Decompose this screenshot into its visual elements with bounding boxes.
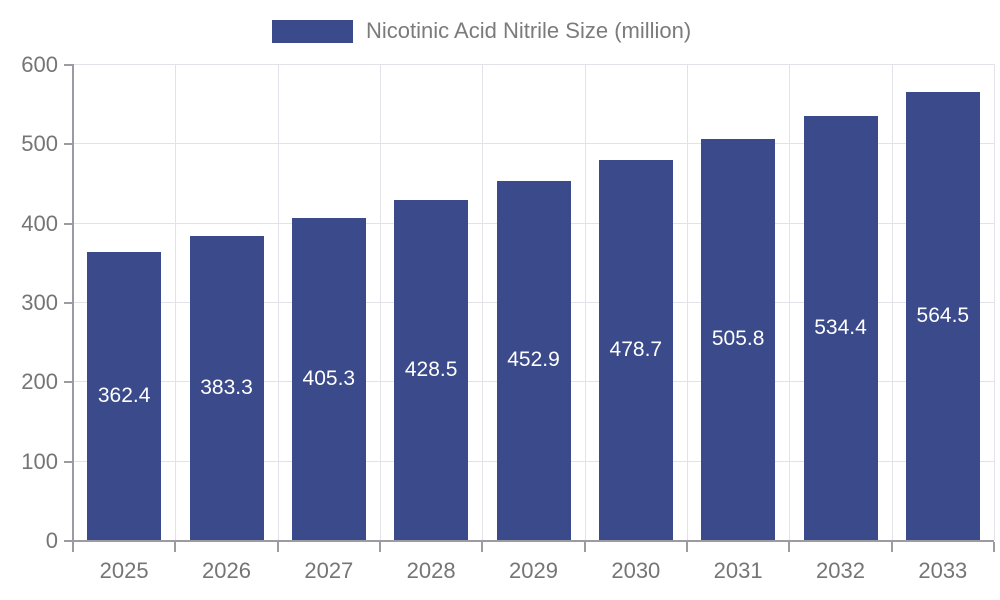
bar-value-label: 534.4: [814, 316, 867, 340]
bar-value-label: 428.5: [404, 358, 458, 382]
legend-swatch: [272, 19, 353, 43]
y-axis-tick: [64, 64, 72, 66]
gridline-vertical: [584, 64, 586, 540]
gridline-horizontal: [73, 64, 994, 65]
bar-value-label: 505.8: [711, 327, 765, 351]
legend-label: Nicotinic Acid Nitrile Size (million): [366, 18, 692, 43]
bar[interactable]: [598, 160, 673, 540]
x-axis-tick: [788, 542, 791, 552]
bar-value-label: 362.4: [97, 384, 151, 408]
y-axis-tick-label: 400: [21, 210, 58, 236]
gridline-vertical: [687, 64, 688, 540]
x-axis-tick-label: 2027: [304, 558, 354, 583]
gridline-vertical: [994, 64, 995, 540]
y-axis-tick-label: 300: [21, 290, 58, 315]
gridline-vertical: [891, 64, 893, 540]
y-axis-tick-label: 600: [21, 52, 58, 77]
bar-value-label: 452.9: [507, 348, 560, 372]
y-axis-tick: [64, 460, 72, 463]
y-axis-tick-label: 200: [21, 369, 58, 395]
x-axis-tick: [72, 542, 74, 552]
y-axis-tick: [64, 540, 72, 542]
x-axis-tick-label: 2028: [406, 558, 456, 583]
x-axis-tick-label: 2031: [713, 558, 763, 583]
x-axis-tick: [481, 542, 484, 552]
bar[interactable]: [291, 218, 366, 540]
bar[interactable]: [803, 116, 878, 540]
gridline-vertical: [175, 64, 177, 540]
x-axis-tick-label: 2033: [918, 558, 968, 583]
bar[interactable]: [394, 200, 469, 540]
gridline-vertical: [789, 64, 791, 540]
bar[interactable]: [87, 252, 162, 540]
y-axis-tick: [64, 143, 72, 146]
x-axis-tick: [686, 542, 688, 552]
bar-value-label: 478.7: [609, 338, 663, 362]
y-axis-tick-label: 0: [45, 528, 58, 553]
y-axis-tick-label: 100: [21, 448, 58, 474]
legend[interactable]: Nicotinic Acid Nitrile Size (million): [272, 18, 691, 44]
bar[interactable]: [701, 138, 776, 540]
x-axis-tick-label: 2026: [202, 558, 251, 583]
x-axis-tick-label: 2030: [611, 558, 661, 583]
y-axis-line: [72, 64, 74, 552]
x-axis-tick: [993, 542, 995, 552]
x-axis-tick-label: 2025: [99, 558, 149, 583]
gridline-vertical: [380, 64, 381, 540]
x-axis-tick: [890, 542, 893, 552]
bar-value-label: 564.5: [916, 304, 970, 328]
x-axis-tick: [276, 542, 279, 552]
x-axis-tick: [583, 542, 586, 552]
y-axis-tick-label: 500: [21, 131, 58, 157]
bar[interactable]: [905, 92, 980, 540]
gridline-horizontal: [73, 143, 994, 145]
gridline-vertical: [482, 64, 484, 540]
x-axis-tick: [174, 542, 177, 552]
x-axis-tick: [379, 542, 381, 552]
x-axis-tick-label: 2029: [509, 558, 558, 583]
bar[interactable]: [189, 235, 264, 540]
y-axis-tick: [64, 222, 72, 225]
y-axis-tick: [64, 381, 72, 384]
y-axis-tick: [64, 302, 72, 304]
bar[interactable]: [496, 180, 571, 540]
bar-value-label: 405.3: [302, 367, 356, 391]
x-axis-line: [73, 540, 994, 542]
x-axis-tick-label: 2032: [816, 558, 865, 583]
bar-value-label: 383.3: [200, 375, 253, 399]
gridline-vertical: [277, 64, 279, 540]
